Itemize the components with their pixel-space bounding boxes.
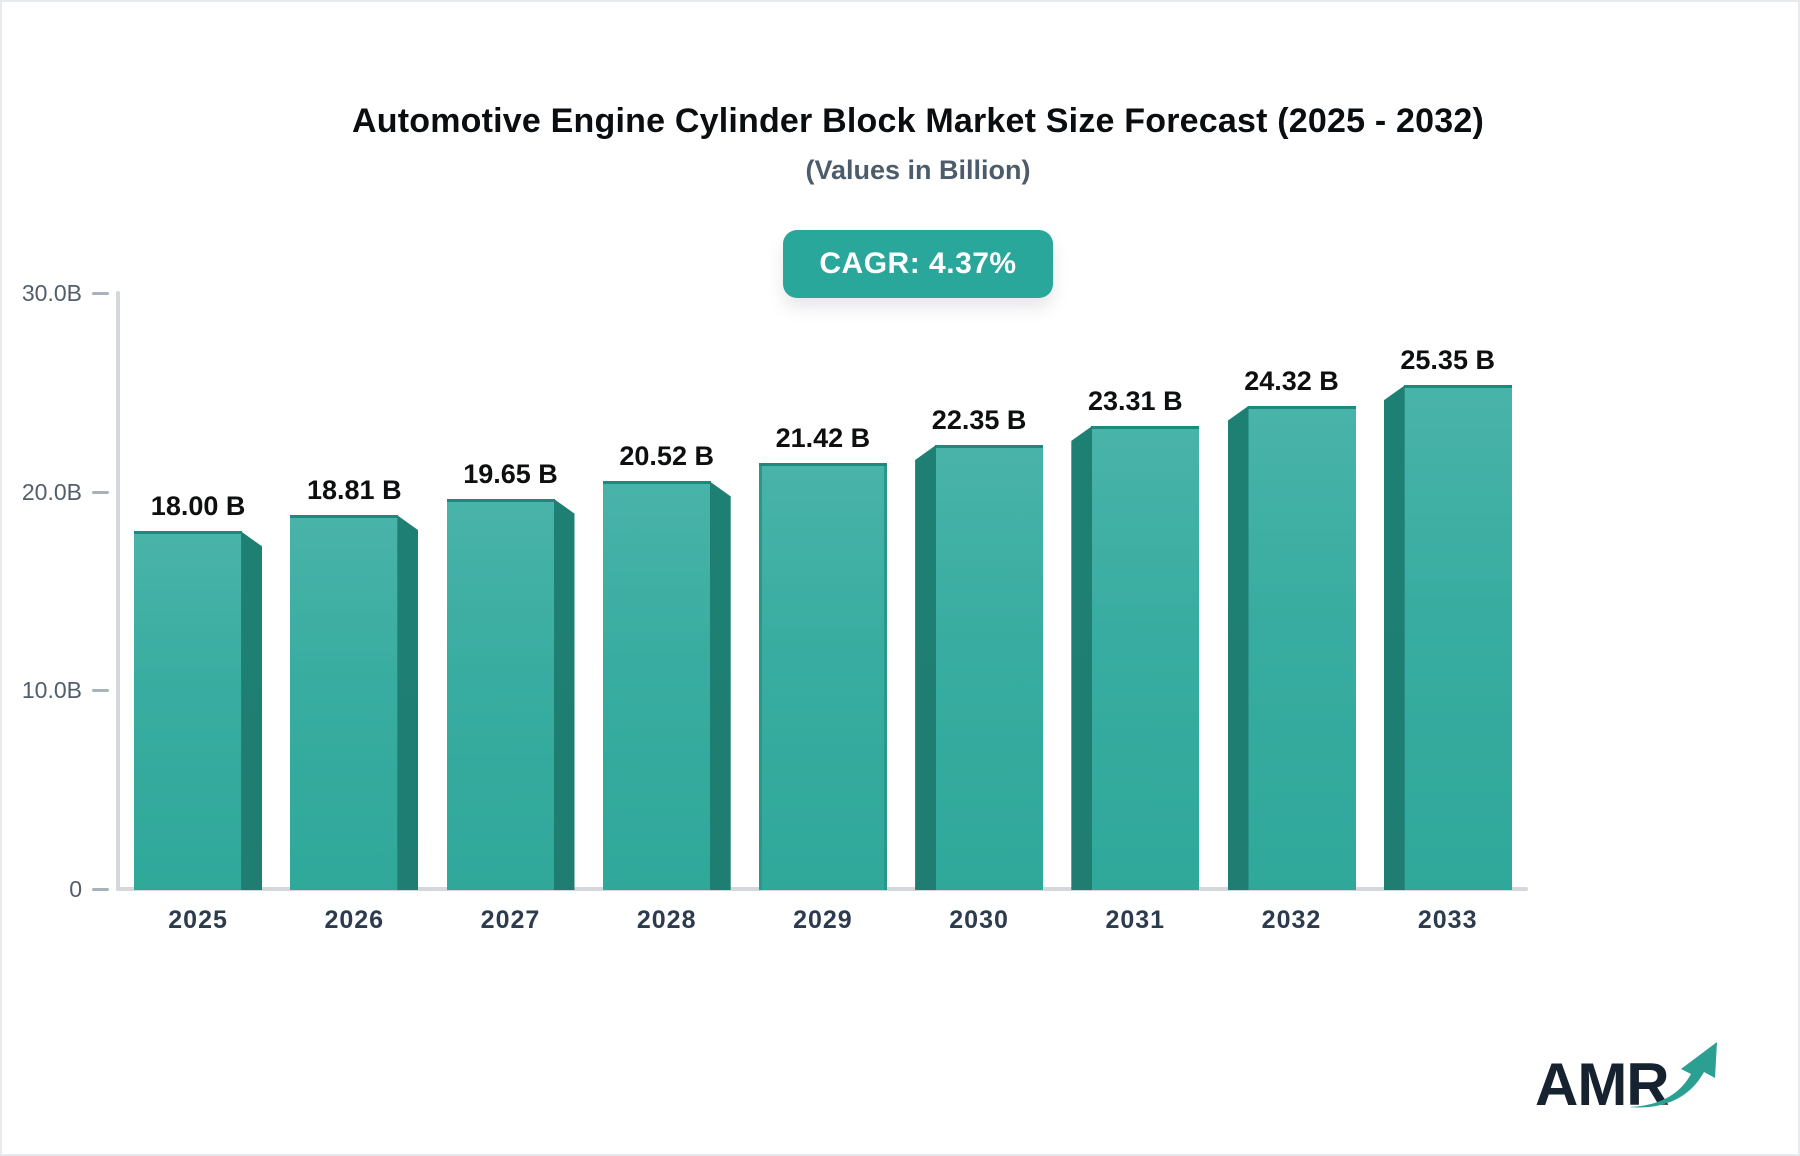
bar-side-left <box>1071 425 1093 890</box>
bar-value-label-2026: 18.81 B <box>307 475 402 506</box>
bar-2031 <box>1071 425 1200 890</box>
bar-side-right <box>397 515 419 890</box>
x-tick-label-2028: 2028 <box>636 906 697 934</box>
y-tick-mark <box>92 490 109 494</box>
y-tick-mark <box>92 888 109 891</box>
bar-2033 <box>1383 385 1512 890</box>
y-tick-label-10.0B: 10.0B <box>21 677 82 704</box>
bar-face <box>1091 425 1200 890</box>
bar-value-label-2030: 22.35 B <box>931 404 1027 435</box>
bar-face <box>758 463 887 890</box>
y-tick-mark <box>92 689 109 693</box>
x-tick-label-2032: 2032 <box>1261 906 1322 934</box>
bar-2025 <box>134 531 263 890</box>
bar-value-label-2028: 20.52 B <box>619 441 714 472</box>
bar-face <box>1247 405 1356 890</box>
y-tick-label-20.0B: 20.0B <box>21 478 82 505</box>
bar-2026 <box>290 515 419 890</box>
bar-side-left <box>915 444 937 890</box>
bar-face <box>935 444 1044 890</box>
bar-value-label-2025: 18.00 B <box>150 491 246 522</box>
x-tick-label-2027: 2027 <box>480 906 541 934</box>
y-tick-label-30.0B: 30.0B <box>21 280 82 306</box>
bar-2028 <box>602 481 731 890</box>
bar-value-label-2029: 21.42 B <box>775 423 871 454</box>
bar-side-right <box>553 498 575 890</box>
amr-logo: AMR <box>1535 1042 1755 1130</box>
bar-face <box>602 481 711 890</box>
bar-value-label-2031: 23.31 B <box>1088 385 1183 416</box>
bar-2029 <box>758 463 887 890</box>
bar-2030 <box>915 444 1044 890</box>
page-subtitle: (Values in Billion) <box>805 155 1031 185</box>
growth-arrow-icon <box>1629 1042 1717 1108</box>
x-tick-label-2030: 2030 <box>949 906 1009 934</box>
x-tick-label-2025: 2025 <box>168 906 228 934</box>
bar-value-label-2027: 19.65 B <box>463 458 558 489</box>
page-title: Automotive Engine Cylinder Block Market … <box>352 102 1484 140</box>
bar-value-label-2033: 25.35 B <box>1400 345 1495 376</box>
bar-2027 <box>446 498 575 890</box>
y-axis-line <box>116 291 120 891</box>
bar-face <box>446 498 555 890</box>
y-tick-label-0: 0 <box>69 876 82 902</box>
x-tick-label-2031: 2031 <box>1105 906 1166 934</box>
bar-2032 <box>1227 405 1356 890</box>
bar-side-left <box>1383 385 1405 890</box>
x-tick-label-2029: 2029 <box>793 906 853 934</box>
chart-header: Automotive Engine Cylinder Block Market … <box>2 2 1798 298</box>
bar-side-left <box>1227 405 1249 890</box>
bar-side-right <box>241 531 263 890</box>
x-tick-label-2033: 2033 <box>1417 906 1478 934</box>
bar-side-right <box>709 481 731 890</box>
x-tick-label-2026: 2026 <box>324 906 385 934</box>
cagr-badge: CAGR: 4.37% <box>783 230 1053 298</box>
bar-face <box>1403 385 1512 890</box>
bar-face <box>290 515 399 890</box>
bar-value-label-2032: 24.32 B <box>1244 365 1339 396</box>
y-tick-mark <box>92 292 109 295</box>
bar-face <box>134 531 243 890</box>
